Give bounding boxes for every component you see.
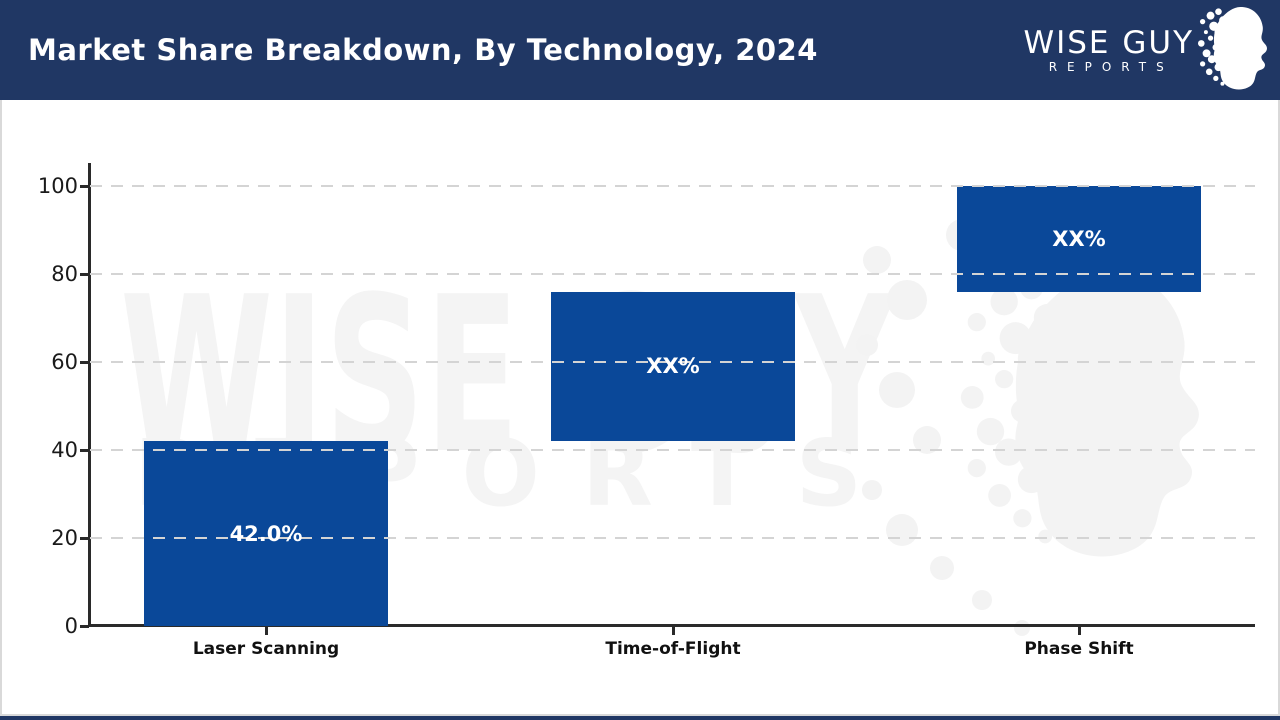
x-tick-label: Time-of-Flight: [605, 639, 741, 659]
y-tick-mark: [80, 624, 89, 628]
x-tick-label: Laser Scanning: [192, 639, 340, 659]
y-tick-label: 80: [51, 262, 78, 286]
header-bar: Market Share Breakdown, By Technology, 2…: [0, 0, 1280, 100]
grid-line: [90, 273, 1255, 275]
x-axis-line: [88, 624, 1255, 627]
logo-wordmark: WISE GUY: [1023, 24, 1194, 61]
y-tick-mark: [80, 360, 89, 364]
bar-value-label: XX%: [1052, 226, 1106, 251]
grid-line: [90, 537, 1255, 539]
footer-bar: [0, 716, 1280, 720]
x-tick-label: Phase Shift: [1024, 639, 1134, 659]
y-tick-mark: [80, 536, 89, 540]
y-tick-label: 20: [51, 526, 78, 550]
y-tick-label: 60: [51, 350, 78, 374]
y-tick-label: 100: [37, 174, 78, 198]
grid-line: [90, 361, 1255, 363]
y-tick-label: 0: [64, 614, 78, 638]
bar-value-label: XX%: [646, 354, 700, 379]
page-title: Market Share Breakdown, By Technology, 2…: [28, 33, 818, 67]
x-tick-mark: [1077, 627, 1081, 635]
y-tick-mark: [80, 448, 89, 452]
y-tick-label: 40: [51, 438, 78, 462]
y-tick-mark: [80, 272, 89, 276]
bar-value-label: 42.0%: [229, 521, 303, 546]
wiseguy-logo-text: WISE GUY REPORTS: [1023, 27, 1194, 74]
wiseguy-head-icon: [1197, 7, 1267, 90]
footer-divider: [0, 714, 1280, 716]
y-tick-mark: [80, 184, 89, 188]
logo-subtitle: REPORTS: [1048, 59, 1174, 74]
x-tick-mark: [671, 627, 675, 635]
grid-line: [90, 449, 1255, 451]
y-axis-line: [88, 163, 91, 627]
chart-area: WISE GUY REPORTS 02040608010042.0%Laser …: [0, 100, 1280, 714]
grid-line: [90, 185, 1255, 187]
bar-segment: [551, 291, 795, 442]
bar-segment: [144, 441, 388, 626]
x-tick-mark: [264, 627, 268, 635]
wiseguy-logo: WISE GUY REPORTS: [1023, 7, 1272, 93]
